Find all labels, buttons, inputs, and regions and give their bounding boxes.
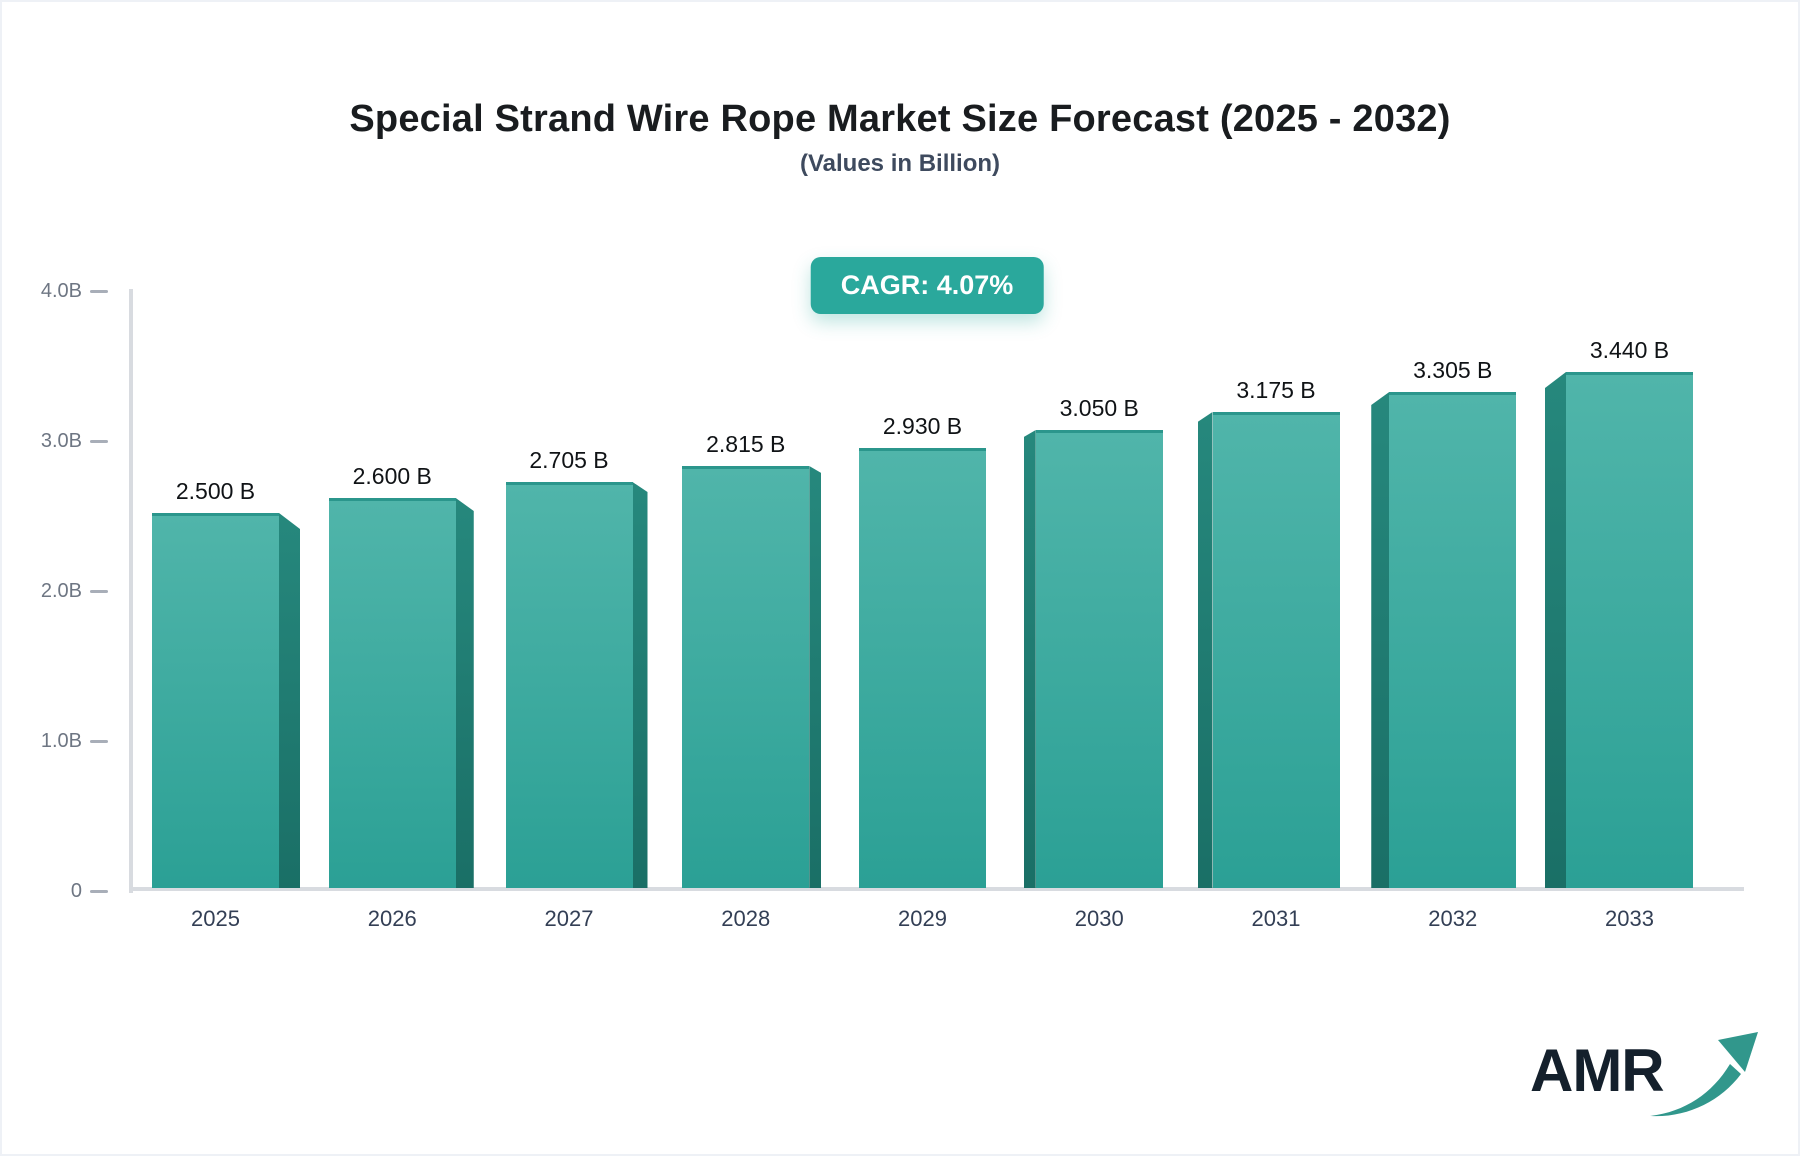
x-axis-category-label: 2027 — [544, 906, 594, 931]
bar — [505, 482, 633, 888]
bar-value-label: 3.305 B — [1413, 357, 1493, 383]
y-axis-tick-mark — [90, 590, 108, 593]
x-axis-category-label: 2026 — [367, 906, 417, 931]
bar-value-label: 2.500 B — [175, 478, 256, 504]
bar — [328, 498, 456, 888]
y-axis-tick-label: 2.0B — [40, 580, 82, 602]
bar — [1035, 430, 1163, 888]
bar — [859, 448, 986, 888]
y-axis-tick-mark — [90, 740, 108, 743]
y-axis-tick-label: 4.0B — [40, 280, 82, 302]
bar — [152, 513, 279, 888]
bar-3d-side — [455, 498, 474, 888]
amr-logo: AMR — [1530, 1028, 1758, 1128]
y-axis-tick-mark — [90, 440, 108, 443]
bar-value-label: 3.440 B — [1589, 337, 1670, 363]
x-axis-category-label: 2028 — [721, 906, 771, 931]
bar-3d-side — [1197, 412, 1213, 888]
x-axis-category-label: 2031 — [1251, 906, 1301, 931]
bar-value-label: 2.815 B — [706, 431, 786, 457]
bar-value-label: 3.175 B — [1236, 377, 1316, 403]
bar — [1389, 392, 1517, 888]
x-axis-line — [129, 887, 1744, 891]
bar-3d-side — [1023, 430, 1036, 888]
bar-value-label: 2.705 B — [529, 447, 609, 473]
bar — [1212, 412, 1340, 888]
y-axis-tick-label: 3.0B — [40, 430, 82, 452]
bar-3d-side — [809, 466, 822, 888]
bar-value-label: 3.050 B — [1059, 395, 1139, 421]
y-axis-tick-label: 0 — [70, 880, 82, 902]
x-axis-category-label: 2032 — [1428, 906, 1478, 931]
y-axis-tick-mark — [90, 890, 108, 893]
bar-3d-side — [279, 513, 300, 888]
chart-subtitle: (Values in Billion) — [799, 150, 1001, 177]
x-axis-category-label: 2025 — [191, 906, 240, 931]
bar-3d-side — [1371, 392, 1390, 888]
bar-value-label: 2.930 B — [882, 413, 963, 439]
x-axis-category-label: 2030 — [1074, 906, 1124, 931]
y-axis-tick-label: 1.0B — [40, 730, 82, 752]
bar-value-label: 2.600 B — [352, 463, 432, 489]
bar — [1566, 372, 1693, 888]
x-axis-category-label: 2033 — [1605, 906, 1654, 931]
cagr-badge: CAGR: 4.07% — [810, 257, 1044, 314]
x-axis-category-label: 2029 — [898, 906, 947, 931]
bar — [682, 466, 810, 888]
bar-3d-side — [632, 482, 648, 888]
growth-arrow-icon — [1650, 1032, 1758, 1117]
amr-logo-text: AMR — [1530, 1037, 1665, 1104]
bar-3d-side — [1545, 372, 1566, 888]
chart-title: Special Strand Wire Rope Market Size For… — [349, 98, 1451, 140]
y-axis-tick-mark — [90, 290, 108, 293]
y-axis-line — [129, 289, 133, 893]
